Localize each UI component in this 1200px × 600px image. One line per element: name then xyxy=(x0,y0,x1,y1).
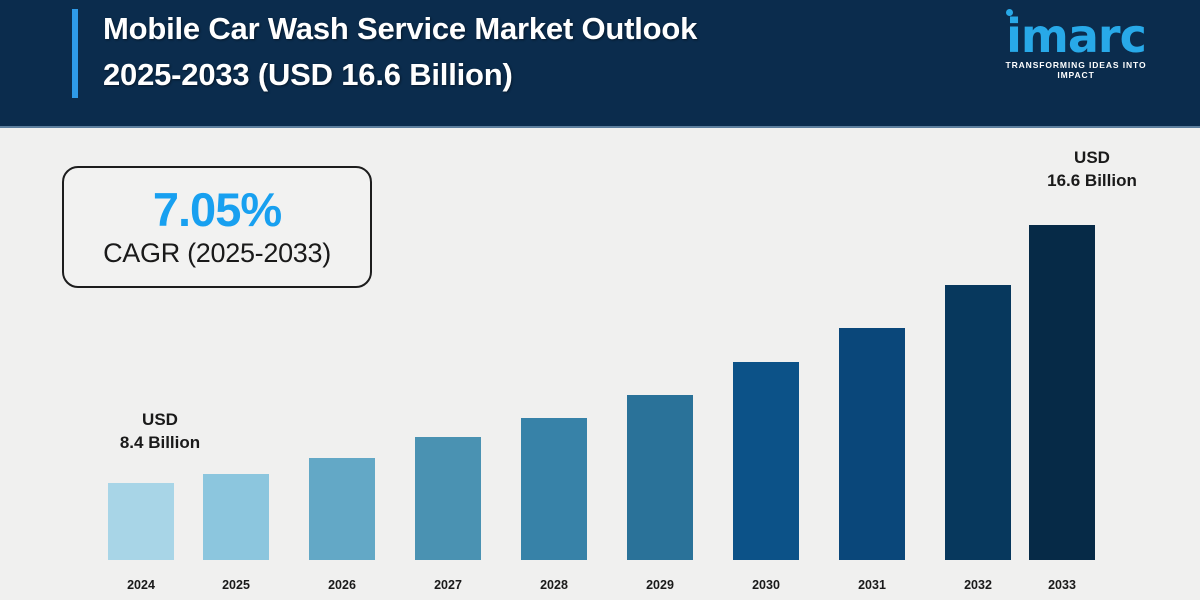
bar-group: 2029 xyxy=(627,395,693,592)
bar-year-label: 2033 xyxy=(1048,578,1076,592)
bar-year-label: 2025 xyxy=(222,578,250,592)
bar-group: 2027 xyxy=(415,437,481,592)
page-title-line-2: 2025-2033 (USD 16.6 Billion) xyxy=(103,57,513,92)
bar[interactable] xyxy=(309,458,375,560)
callout-first-amount: 8.4 Billion xyxy=(119,433,201,452)
cagr-box: 7.05% CAGR (2025-2033) xyxy=(62,166,372,288)
bar-group: 2025 xyxy=(203,474,269,592)
bar-group: 2024 xyxy=(108,483,174,592)
bar[interactable] xyxy=(1029,225,1095,560)
bar-group: 2032 xyxy=(945,285,1011,592)
callout-last-currency: USD xyxy=(1074,148,1110,167)
bar-year-label: 2031 xyxy=(858,578,886,592)
bar[interactable] xyxy=(108,483,174,560)
page-title: Mobile Car Wash Service Market Outlook 2… xyxy=(103,6,863,98)
logo-dot-icon xyxy=(1006,9,1013,16)
imarc-logo: imarc TRANSFORMING IDEAS INTO IMPACT xyxy=(986,9,1166,80)
bar-year-label: 2027 xyxy=(434,578,462,592)
logo-wordmark: imarc xyxy=(1006,9,1147,63)
bar-group: 2028 xyxy=(521,418,587,592)
page-title-line-1: Mobile Car Wash Service Market Outlook xyxy=(103,11,698,46)
bar-year-label: 2028 xyxy=(540,578,568,592)
bar-year-label: 2026 xyxy=(328,578,356,592)
bar-year-label: 2029 xyxy=(646,578,674,592)
bar-group: 2033 xyxy=(1029,225,1095,592)
bar-year-label: 2032 xyxy=(964,578,992,592)
bar-group: 2030 xyxy=(733,362,799,592)
bar[interactable] xyxy=(521,418,587,560)
cagr-value: 7.05% xyxy=(152,183,282,236)
bar[interactable] xyxy=(839,328,905,560)
bar-year-label: 2030 xyxy=(752,578,780,592)
callout-last-amount: 16.6 Billion xyxy=(1047,171,1137,190)
bar-year-label: 2024 xyxy=(127,578,155,592)
header-banner: Mobile Car Wash Service Market Outlook 2… xyxy=(0,0,1200,128)
bar-group: 2026 xyxy=(309,458,375,592)
title-accent-bar xyxy=(72,9,78,98)
callout-last-value: USD 16.6 Billion xyxy=(1022,146,1162,192)
bar[interactable] xyxy=(415,437,481,560)
bar[interactable] xyxy=(945,285,1011,560)
bar-group: 2031 xyxy=(839,328,905,592)
callout-first-value: USD 8.4 Billion xyxy=(104,408,216,454)
bar[interactable] xyxy=(203,474,269,560)
callout-first-currency: USD xyxy=(142,410,178,429)
bar[interactable] xyxy=(733,362,799,560)
cagr-label: CAGR (2025-2033) xyxy=(103,238,331,268)
logo-tagline: TRANSFORMING IDEAS INTO IMPACT xyxy=(1005,60,1147,80)
bar[interactable] xyxy=(627,395,693,560)
